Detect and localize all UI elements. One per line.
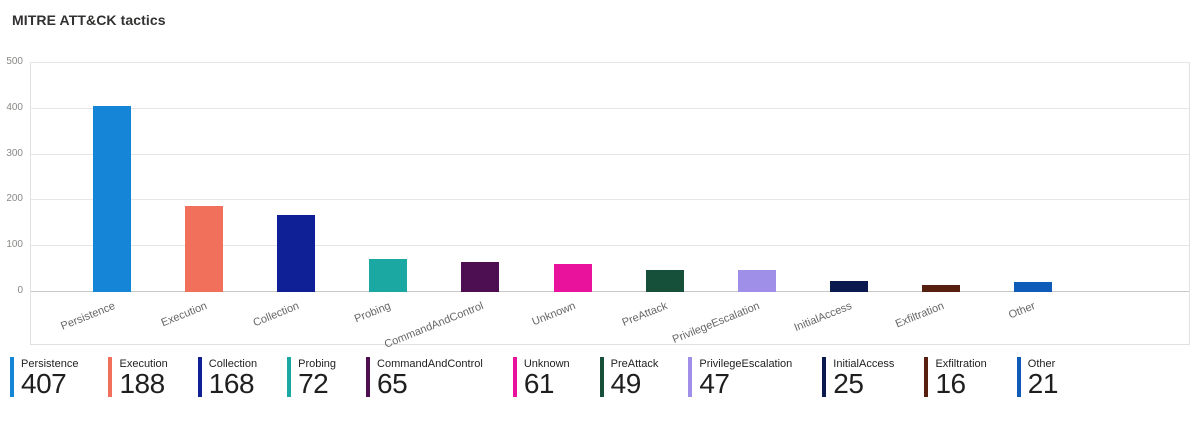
legend-label: Other <box>1027 358 1056 370</box>
x-label-slot: Collection <box>250 292 342 344</box>
x-axis-label: Other <box>1007 300 1038 322</box>
gridline <box>31 153 1189 155</box>
bar-Probing[interactable] <box>369 259 408 292</box>
bar-Execution[interactable] <box>185 205 224 292</box>
plot-area: Persistence Execution Collection Probing Com… <box>30 62 1190 351</box>
gridline <box>31 199 1189 201</box>
x-axis-label: Collection <box>251 300 301 330</box>
legend-item-Persistence[interactable]: Persistence 407 <box>10 357 79 399</box>
y-tick-label: 200 <box>6 193 23 205</box>
legend-label: Persistence <box>21 358 79 370</box>
x-label-slot: InitialAccess <box>792 292 895 344</box>
legend-item-Probing[interactable]: Probing 72 <box>287 357 337 399</box>
legend-label: Execution <box>119 358 168 370</box>
bar-Other[interactable] <box>1013 282 1052 292</box>
legend-item-Exfiltration[interactable]: Exfiltration 16 <box>924 357 987 399</box>
x-label-slot: CommandAndControl <box>382 292 526 351</box>
bar-CommandAndControl[interactable] <box>461 262 500 292</box>
x-axis-label: Exfiltration <box>893 300 946 331</box>
legend: Persistence 407 Execution 188 Collection 168 P… <box>10 357 1196 399</box>
x-axis: Persistence Execution Collection Probing Com… <box>31 292 1189 351</box>
gridline <box>31 62 1189 63</box>
x-axis-label: Unknown <box>529 300 578 329</box>
bar-slot <box>711 63 803 292</box>
bar-slot <box>158 63 250 292</box>
legend-item-Execution[interactable]: Execution 188 <box>108 357 168 399</box>
legend-label: InitialAccess <box>833 358 895 370</box>
bar-slot <box>895 63 987 292</box>
bar-PreAttack[interactable] <box>645 269 684 292</box>
legend-item-PrivilegeEscalation[interactable]: PrivilegeEscalation 47 <box>688 357 793 399</box>
legend-value: 72 <box>298 368 329 399</box>
legend-value: 21 <box>1027 368 1059 399</box>
legend-label: Probing <box>298 358 337 370</box>
bar-slot <box>987 63 1079 292</box>
x-label-slot: Persistence <box>59 292 158 344</box>
legend-value: 47 <box>699 368 730 399</box>
legend-value: 61 <box>523 368 555 399</box>
legend-value: 25 <box>833 368 864 399</box>
legend-label: CommandAndControl <box>377 358 483 370</box>
bar-slot <box>434 63 526 292</box>
x-label-slot: PrivilegeEscalation <box>671 292 803 346</box>
plot <box>31 62 1189 292</box>
bar-Collection[interactable] <box>277 215 316 292</box>
bar-slot <box>250 63 342 292</box>
legend-label: Unknown <box>523 358 570 370</box>
x-label-slot: Exfiltration <box>893 292 987 344</box>
gridline <box>31 107 1189 109</box>
bar-Persistence[interactable] <box>93 105 132 292</box>
bar-InitialAccess[interactable] <box>829 280 868 292</box>
bar-Exfiltration[interactable] <box>921 284 960 292</box>
legend-item-Other[interactable]: Other 21 <box>1016 357 1059 399</box>
legend-label: Collection <box>208 358 258 370</box>
gridlines <box>31 62 1189 292</box>
legend-value: 407 <box>21 368 67 399</box>
legend-value: 188 <box>119 368 165 399</box>
legend-value: 16 <box>935 368 966 399</box>
legend-value: 168 <box>208 368 255 399</box>
bar-slot <box>803 63 895 292</box>
legend-label: PreAttack <box>610 358 659 370</box>
legend-item-PreAttack[interactable]: PreAttack 49 <box>599 357 659 399</box>
x-axis-baseline <box>31 291 1189 292</box>
y-tick-label: 100 <box>6 239 23 251</box>
x-label-slot: Unknown <box>526 292 618 344</box>
legend-label: Exfiltration <box>935 358 987 370</box>
x-axis-label: Execution <box>159 300 209 330</box>
bar-PrivilegeEscalation[interactable] <box>737 270 776 292</box>
legend-item-Unknown[interactable]: Unknown 61 <box>512 357 570 399</box>
x-axis-label: Persistence <box>58 300 117 333</box>
y-tick-label: 500 <box>6 56 23 67</box>
x-label-slot: Execution <box>158 292 250 344</box>
bar-slot <box>342 63 434 292</box>
legend-item-InitialAccess[interactable]: InitialAccess 25 <box>822 357 895 399</box>
chart-title: MITRE ATT&CK tactics <box>12 12 166 28</box>
bar-slot <box>66 63 158 292</box>
x-label-slot: Other <box>987 292 1079 344</box>
gridline <box>31 245 1189 247</box>
legend-label: PrivilegeEscalation <box>699 358 793 370</box>
bar-slot <box>619 63 711 292</box>
y-tick-label: 300 <box>6 147 23 159</box>
x-axis-label: PreAttack <box>620 300 670 329</box>
y-tick-label: 0 <box>17 285 23 296</box>
legend-item-Collection[interactable]: Collection 168 <box>197 357 258 399</box>
y-tick-label: 400 <box>6 101 23 113</box>
legend-value: 65 <box>377 368 408 399</box>
legend-value: 49 <box>610 368 642 399</box>
x-axis-label: Probing <box>353 300 393 326</box>
y-axis: 0 100 200 300 400 500 <box>0 57 26 296</box>
legend-item-CommandAndControl[interactable]: CommandAndControl 65 <box>366 357 483 399</box>
bars <box>31 63 1189 292</box>
bar-Unknown[interactable] <box>553 264 592 292</box>
bar-slot <box>526 63 618 292</box>
